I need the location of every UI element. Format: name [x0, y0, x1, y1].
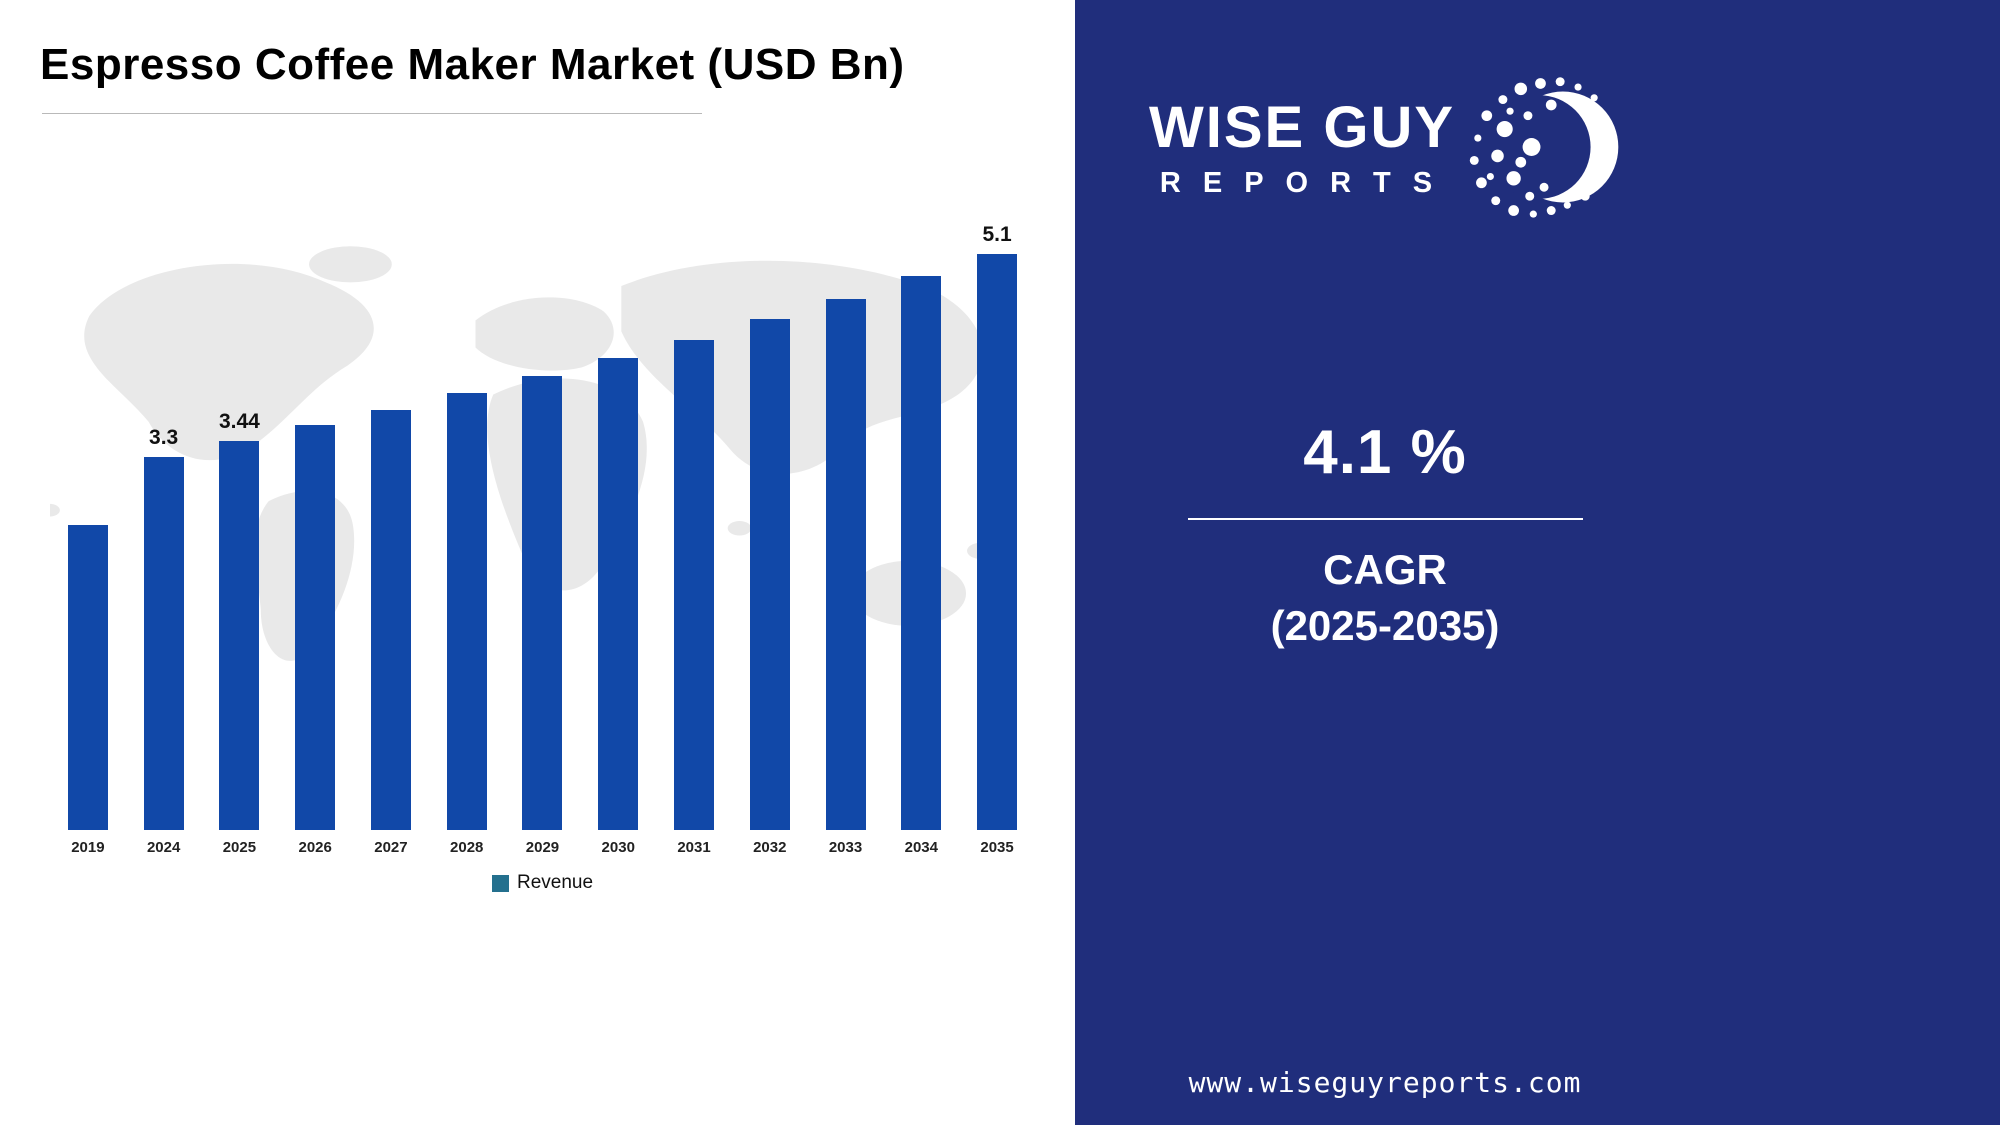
x-axis-label: 2025: [222, 839, 257, 856]
x-axis-label: 2033: [828, 839, 863, 856]
stats-divider: [1187, 518, 1583, 520]
brand-logo: WISE GUY REPORTS: [1085, 0, 1685, 232]
bar-group: [656, 215, 732, 830]
x-axis-label: 2035: [980, 839, 1014, 856]
x-axis-label: 2030: [601, 839, 635, 856]
bar[interactable]: [522, 376, 563, 830]
x-axis-label: 2029: [525, 839, 560, 856]
x-axis-label: 2027: [374, 839, 408, 856]
title-divider: [42, 113, 702, 114]
bar-group: [883, 215, 959, 830]
page-title: Espresso Coffee Maker Market (USD Bn): [40, 40, 905, 89]
x-axis-label: 2034: [904, 839, 938, 856]
bar-group: [505, 215, 581, 830]
x-axis-label: 2026: [298, 839, 332, 856]
right-panel: WISE GUY REPORTS: [1075, 0, 2000, 1125]
cagr-label: CAGR: [1323, 546, 1447, 593]
bar[interactable]: [219, 441, 260, 830]
bar-value-label: 3.44: [218, 410, 260, 433]
bar-group: 5.1: [959, 215, 1035, 830]
x-axis: 2019 2024 2025 2026 2027 2028 2029 2030 2031 2032…: [50, 839, 1035, 856]
bar-value-label: 3.3: [149, 426, 179, 449]
bar[interactable]: [825, 299, 866, 830]
bar[interactable]: [977, 254, 1018, 830]
x-axis-label: 2031: [677, 839, 711, 856]
bar-group: 3.3: [126, 215, 202, 830]
bar[interactable]: [446, 393, 487, 830]
website-url: www.wiseguyreports.com: [1188, 1066, 1582, 1099]
bar-group: [50, 215, 126, 830]
brand-head-icon: [1469, 77, 1619, 218]
cagr-range: (2025-2035): [1270, 602, 1500, 649]
bar-group: [429, 215, 505, 830]
bar[interactable]: [67, 525, 108, 830]
bar[interactable]: [901, 276, 942, 830]
cagr-block: 4.1 % CAGR (2025-2035): [1085, 417, 1685, 650]
bar-group: [732, 215, 808, 830]
bar-chart: 3.3 3.44 5.1 2019 2024 2025 2026 2027 2028 2029 2…: [50, 215, 1035, 893]
brand-subname: REPORTS: [1159, 167, 1455, 199]
bar[interactable]: [598, 358, 639, 830]
x-axis-label: 2028: [450, 839, 484, 856]
bar-value-label: 5.1: [982, 223, 1012, 246]
right-panel-content: WISE GUY REPORTS: [1085, 0, 1685, 1125]
x-axis-label: 2024: [146, 839, 181, 856]
bar[interactable]: [674, 340, 714, 830]
bar-group: 3.44: [202, 215, 278, 830]
bar[interactable]: [370, 410, 411, 830]
bar-series: 3.3 3.44 5.1: [50, 215, 1035, 830]
x-axis-label: 2032: [753, 839, 787, 856]
bar-group: [277, 215, 353, 830]
bar-group: [808, 215, 884, 830]
brand-logo-text: WISE GUY REPORTS: [1149, 94, 1455, 200]
brand-name: WISE GUY: [1148, 95, 1456, 160]
bar-group: [353, 215, 429, 830]
legend[interactable]: Revenue: [50, 872, 1035, 894]
legend-swatch: [491, 874, 509, 892]
x-axis-label: 2019: [71, 839, 105, 856]
cagr-value: 4.1 %: [1303, 418, 1467, 487]
bar[interactable]: [295, 425, 336, 830]
legend-label: Revenue: [516, 872, 594, 893]
chart-section: Espresso Coffee Maker Market (USD Bn): [40, 40, 1035, 893]
bar[interactable]: [749, 319, 790, 830]
bar-group: [580, 215, 656, 830]
bar[interactable]: [143, 457, 184, 830]
